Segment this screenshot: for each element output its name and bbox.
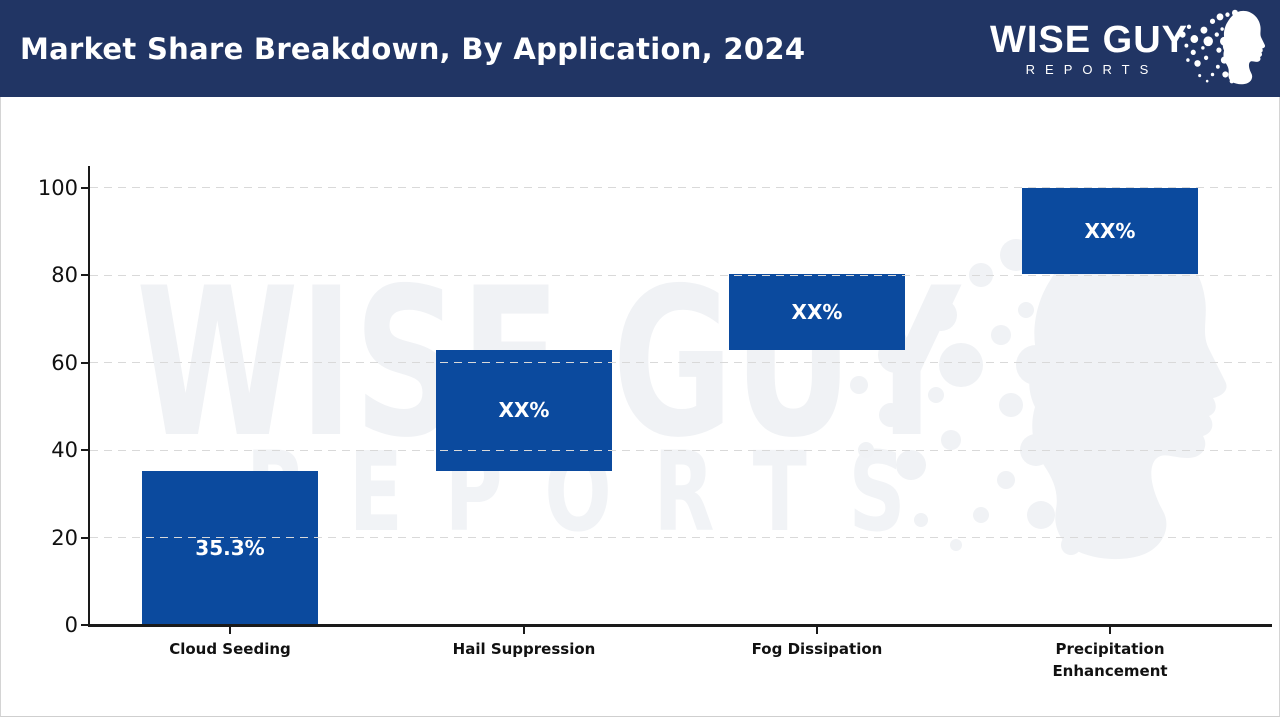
gridline: [90, 274, 1272, 276]
y-tick-mark: [81, 186, 88, 189]
waterfall-bar: [1022, 187, 1198, 275]
y-tick-mark: [81, 624, 88, 626]
bar-value-label: XX%: [1084, 218, 1136, 243]
gridline: [90, 362, 1272, 363]
y-tick-label: 20: [51, 525, 78, 550]
gridline: [90, 537, 1272, 538]
bar-value-label: XX%: [498, 398, 550, 423]
logo-wordmark: WISE GUY: [989, 18, 1188, 61]
y-tick-mark: [81, 361, 88, 364]
wise-guy-logo: WISE GUY REPORTS: [990, 8, 1266, 90]
y-tick-mark: [81, 449, 88, 451]
x-category-label: Precipitation Enhancement: [1052, 640, 1168, 680]
y-tick-label: 0: [64, 613, 78, 637]
y-tick-label: 100: [37, 175, 78, 200]
x-tick-mark: [229, 627, 231, 634]
x-category-label: Hail Suppression: [452, 640, 596, 658]
waterfall-bar: [729, 274, 905, 350]
gridline: [90, 449, 1272, 451]
x-tick-mark: [523, 627, 525, 634]
chart-title: Market Share Breakdown, By Application, …: [20, 31, 806, 66]
x-tick-mark: [816, 627, 818, 634]
y-axis-line: [88, 166, 90, 627]
logo-text: WISE GUY REPORTS: [990, 21, 1188, 77]
waterfall-bar: [436, 350, 612, 471]
y-tick-label: 40: [51, 438, 78, 462]
y-tick-mark: [81, 274, 88, 276]
header: Market Share Breakdown, By Application, …: [0, 0, 1280, 97]
x-axis-line: [88, 624, 1272, 627]
bar-value-label: XX%: [791, 299, 843, 324]
waterfall-bar: [142, 470, 318, 625]
logo-subtitle: REPORTS: [1025, 61, 1159, 77]
bar-value-label: 35.3%: [195, 535, 265, 560]
y-tick-mark: [81, 536, 88, 539]
y-tick-label: 60: [51, 350, 78, 375]
y-tick-label: 80: [51, 263, 78, 287]
x-category-label: Cloud Seeding: [169, 640, 291, 658]
x-category-label: Fog Dissipation: [751, 640, 883, 658]
x-tick-mark: [1109, 627, 1111, 634]
gridline: [90, 187, 1272, 188]
